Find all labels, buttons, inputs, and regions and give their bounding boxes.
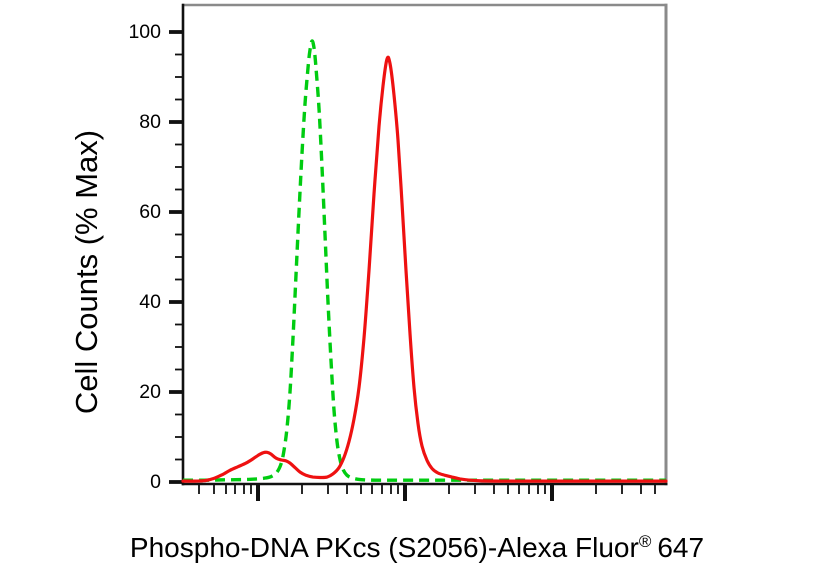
x-axis-title: Phospho-DNA PKcs (S2056)-Alexa Fluor® 647: [130, 532, 704, 563]
green-dashed-curve: [183, 39, 666, 482]
y-axis-tick-labels: 0 20 40 60 80 100: [128, 21, 161, 493]
y-axis-ticks: [169, 30, 183, 484]
y-tick-label: 80: [139, 111, 161, 133]
y-tick-label: 20: [139, 381, 161, 403]
x-axis-ticks: [198, 485, 656, 501]
y-tick-label: 40: [139, 291, 161, 313]
registered-trademark-symbol: ®: [639, 532, 652, 551]
y-tick-label: 0: [150, 471, 161, 493]
y-tick-label: 60: [139, 201, 161, 223]
x-axis-title-suffix: 647: [657, 532, 704, 563]
x-axis-title-main: Phospho-DNA PKcs (S2056)-Alexa Fluor: [130, 532, 639, 563]
y-axis-title: Cell Counts (% Max): [69, 130, 104, 414]
red-solid-curve: [181, 55, 668, 483]
y-tick-label: 100: [128, 21, 161, 43]
